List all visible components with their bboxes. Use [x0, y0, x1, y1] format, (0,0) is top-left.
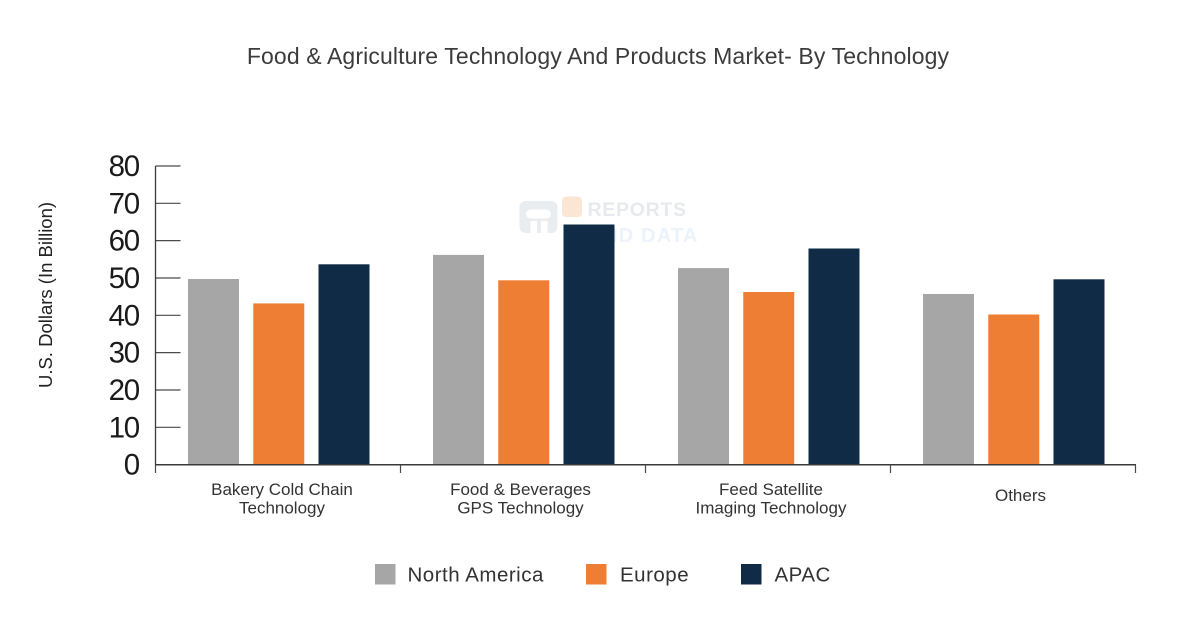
svg-text:50: 50: [109, 262, 140, 295]
svg-text:GPS Technology: GPS Technology: [457, 499, 584, 518]
svg-text:Bakery Cold Chain: Bakery Cold Chain: [211, 480, 353, 499]
svg-text:60: 60: [109, 225, 140, 258]
svg-text:North America: North America: [408, 564, 544, 587]
svg-text:Food & Beverages: Food & Beverages: [450, 480, 591, 499]
svg-text:30: 30: [109, 337, 140, 370]
svg-text:APAC: APAC: [775, 564, 831, 587]
svg-text:70: 70: [109, 187, 140, 220]
svg-text:20: 20: [109, 374, 140, 407]
svg-text:Feed Satellite: Feed Satellite: [719, 480, 823, 499]
svg-text:10: 10: [109, 411, 140, 444]
svg-text:40: 40: [109, 299, 140, 332]
svg-text:0: 0: [124, 449, 140, 482]
svg-text:80: 80: [109, 150, 140, 183]
svg-text:Food & Agriculture Technology: Food & Agriculture Technology And Produc…: [247, 43, 950, 69]
svg-text:REPORTS: REPORTS: [588, 199, 687, 221]
svg-text:Imaging Technology: Imaging Technology: [696, 499, 847, 518]
svg-text:U.S. Dollars (In Billion): U.S. Dollars (In Billion): [35, 202, 56, 388]
svg-text:Others: Others: [995, 486, 1046, 505]
svg-text:AND DATA: AND DATA: [588, 225, 699, 247]
svg-text:Europe: Europe: [620, 564, 689, 587]
svg-text:Technology: Technology: [239, 499, 326, 518]
